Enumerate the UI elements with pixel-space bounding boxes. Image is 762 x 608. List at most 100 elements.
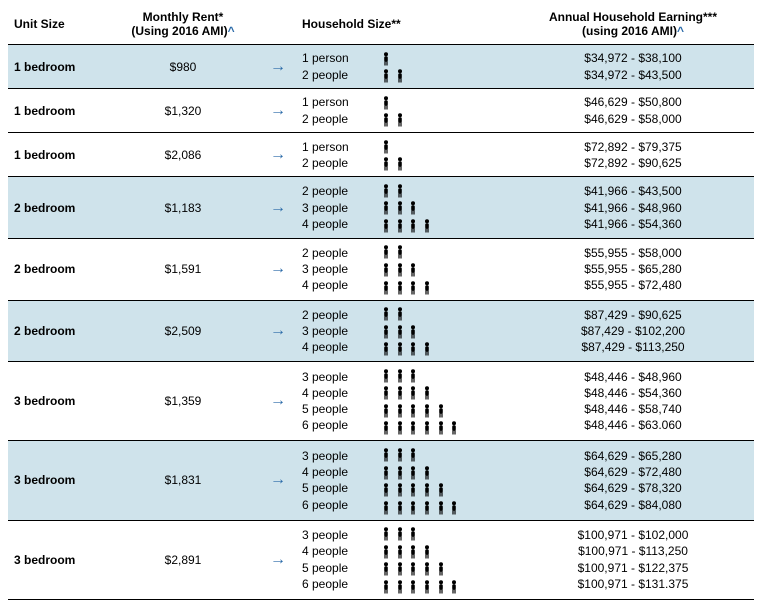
cell-earnings: $100,971 - $102,000$100,971 - $113,250$1… bbox=[518, 520, 754, 599]
household-label: 2 people bbox=[302, 245, 374, 261]
earning-range: $34,972 - $38,100 bbox=[522, 50, 744, 66]
household-label: 5 people bbox=[302, 560, 374, 576]
header-hh-label: Household Size** bbox=[302, 17, 401, 31]
table-row: 2 bedroom$2,509→2 people3 people4 people… bbox=[8, 300, 754, 362]
cell-unit: 1 bedroom bbox=[8, 89, 108, 133]
cell-icons bbox=[378, 238, 518, 300]
table-row: 3 bedroom$2,891→3 people4 people5 people… bbox=[8, 520, 754, 599]
household-label: 1 person bbox=[302, 50, 374, 66]
cell-rent: $1,831 bbox=[108, 441, 258, 520]
cell-rent: $1,591 bbox=[108, 238, 258, 300]
person-icon bbox=[382, 137, 514, 155]
cell-icons bbox=[378, 177, 518, 239]
household-label: 3 people bbox=[302, 261, 374, 277]
header-unit: Unit Size bbox=[8, 8, 108, 45]
cell-icons bbox=[378, 520, 518, 599]
cell-unit: 3 bedroom bbox=[8, 520, 108, 599]
arrow-icon: → bbox=[258, 133, 298, 177]
cell-unit: 3 bedroom bbox=[8, 362, 108, 441]
cell-earnings: $46,629 - $50,800$46,629 - $58,000 bbox=[518, 89, 754, 133]
earning-range: $64,629 - $84,080 bbox=[522, 497, 744, 513]
person-icon bbox=[382, 243, 514, 261]
earning-range: $64,629 - $65,280 bbox=[522, 448, 744, 464]
person-icon bbox=[382, 480, 514, 498]
cell-household: 3 people4 people5 people6 people bbox=[298, 362, 378, 441]
cell-earnings: $34,972 - $38,100$34,972 - $43,500 bbox=[518, 45, 754, 89]
person-icon bbox=[382, 322, 514, 340]
earning-range: $46,629 - $58,000 bbox=[522, 111, 744, 127]
household-label: 4 people bbox=[302, 216, 374, 232]
cell-household: 2 people3 people4 people bbox=[298, 238, 378, 300]
cell-rent: $2,891 bbox=[108, 520, 258, 599]
cell-unit: 1 bedroom bbox=[8, 133, 108, 177]
arrow-icon: → bbox=[258, 441, 298, 520]
table-row: 1 bedroom$1,320→1 person2 people $46,629… bbox=[8, 89, 754, 133]
earning-range: $41,966 - $43,500 bbox=[522, 183, 744, 199]
cell-household: 1 person2 people bbox=[298, 133, 378, 177]
household-label: 2 people bbox=[302, 307, 374, 323]
household-label: 2 people bbox=[302, 111, 374, 127]
earning-range: $48,446 - $63.060 bbox=[522, 417, 744, 433]
household-label: 6 people bbox=[302, 497, 374, 513]
earning-range: $64,629 - $72,480 bbox=[522, 464, 744, 480]
person-icon bbox=[382, 384, 514, 402]
household-label: 4 people bbox=[302, 385, 374, 401]
person-icon bbox=[382, 260, 514, 278]
header-rent-l2: (Using 2016 AMI)^ bbox=[112, 24, 254, 38]
person-icon bbox=[382, 542, 514, 560]
cell-rent: $2,509 bbox=[108, 300, 258, 362]
earning-range: $87,429 - $113,250 bbox=[522, 339, 744, 355]
cell-household: 1 person2 people bbox=[298, 89, 378, 133]
person-icon bbox=[382, 111, 514, 129]
household-label: 6 people bbox=[302, 576, 374, 592]
cell-household: 2 people3 people4 people bbox=[298, 177, 378, 239]
earning-range: $87,429 - $90,625 bbox=[522, 307, 744, 323]
header-row: Unit Size Monthly Rent* (Using 2016 AMI)… bbox=[8, 8, 754, 45]
earning-range: $100,971 - $122,375 bbox=[522, 560, 744, 576]
earning-range: $41,966 - $48,960 bbox=[522, 200, 744, 216]
cell-rent: $980 bbox=[108, 45, 258, 89]
earning-range: $64,629 - $78,320 bbox=[522, 480, 744, 496]
person-icon bbox=[382, 525, 514, 543]
cell-rent: $1,183 bbox=[108, 177, 258, 239]
cell-earnings: $55,955 - $58,000$55,955 - $65,280$55,95… bbox=[518, 238, 754, 300]
person-icon bbox=[382, 93, 514, 111]
earning-range: $34,972 - $43,500 bbox=[522, 67, 744, 83]
household-label: 5 people bbox=[302, 401, 374, 417]
household-label: 4 people bbox=[302, 339, 374, 355]
table-row: 2 bedroom$1,591→2 people3 people4 people… bbox=[8, 238, 754, 300]
earning-range: $100,971 - $131.375 bbox=[522, 576, 744, 592]
header-arrow bbox=[258, 8, 298, 45]
table-row: 3 bedroom$1,831→3 people4 people5 people… bbox=[8, 441, 754, 520]
cell-icons bbox=[378, 89, 518, 133]
household-label: 4 people bbox=[302, 543, 374, 559]
table-row: 1 bedroom$2,086→1 person2 people $72,892… bbox=[8, 133, 754, 177]
cell-unit: 2 bedroom bbox=[8, 238, 108, 300]
person-icon bbox=[382, 181, 514, 199]
cell-household: 1 person2 people bbox=[298, 45, 378, 89]
earning-range: $41,966 - $54,360 bbox=[522, 216, 744, 232]
earning-range: $72,892 - $79,375 bbox=[522, 139, 744, 155]
header-earn-l2: (using 2016 AMI)^ bbox=[522, 24, 744, 38]
person-icon bbox=[382, 366, 514, 384]
earning-range: $100,971 - $113,250 bbox=[522, 543, 744, 559]
person-icon bbox=[382, 305, 514, 323]
household-label: 2 people bbox=[302, 155, 374, 171]
person-icon bbox=[382, 49, 514, 67]
cell-rent: $2,086 bbox=[108, 133, 258, 177]
arrow-icon: → bbox=[258, 89, 298, 133]
household-label: 5 people bbox=[302, 480, 374, 496]
earning-range: $46,629 - $50,800 bbox=[522, 94, 744, 110]
household-label: 1 person bbox=[302, 139, 374, 155]
household-label: 4 people bbox=[302, 277, 374, 293]
table-row: 1 bedroom$980→1 person2 people $34,972 -… bbox=[8, 45, 754, 89]
cell-icons bbox=[378, 45, 518, 89]
arrow-icon: → bbox=[258, 177, 298, 239]
household-label: 3 people bbox=[302, 527, 374, 543]
earnings-table: Unit Size Monthly Rent* (Using 2016 AMI)… bbox=[8, 8, 754, 600]
person-icon bbox=[382, 155, 514, 173]
person-icon bbox=[382, 577, 514, 595]
person-icon bbox=[382, 278, 514, 296]
cell-earnings: $41,966 - $43,500$41,966 - $48,960$41,96… bbox=[518, 177, 754, 239]
household-label: 2 people bbox=[302, 183, 374, 199]
